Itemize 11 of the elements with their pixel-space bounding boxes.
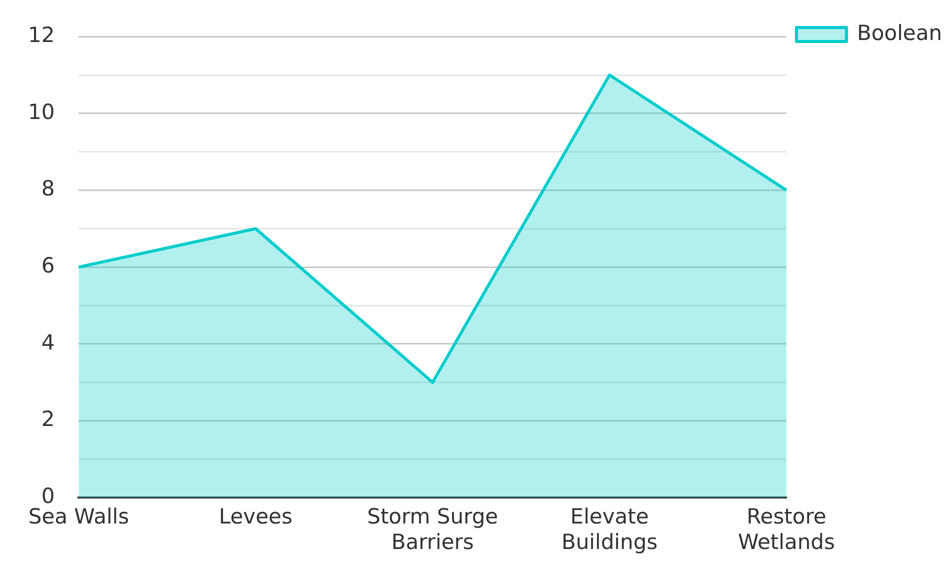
y-tick-label: 2 xyxy=(41,407,55,432)
y-tick-label: 8 xyxy=(41,176,55,201)
x-tick-label: Restore Wetlands xyxy=(738,504,835,554)
x-tick-label: Elevate Buildings xyxy=(561,504,658,554)
y-tick-label: 6 xyxy=(41,254,55,278)
x-tick-label: Levees xyxy=(218,504,292,529)
y-tick-label: 12 xyxy=(28,23,55,48)
x-tick-label: Storm Surge Barriers xyxy=(367,504,498,554)
legend-label: Boolean xyxy=(856,20,942,45)
y-tick-label: 10 xyxy=(28,100,55,124)
y-tick-label: 4 xyxy=(41,330,55,354)
